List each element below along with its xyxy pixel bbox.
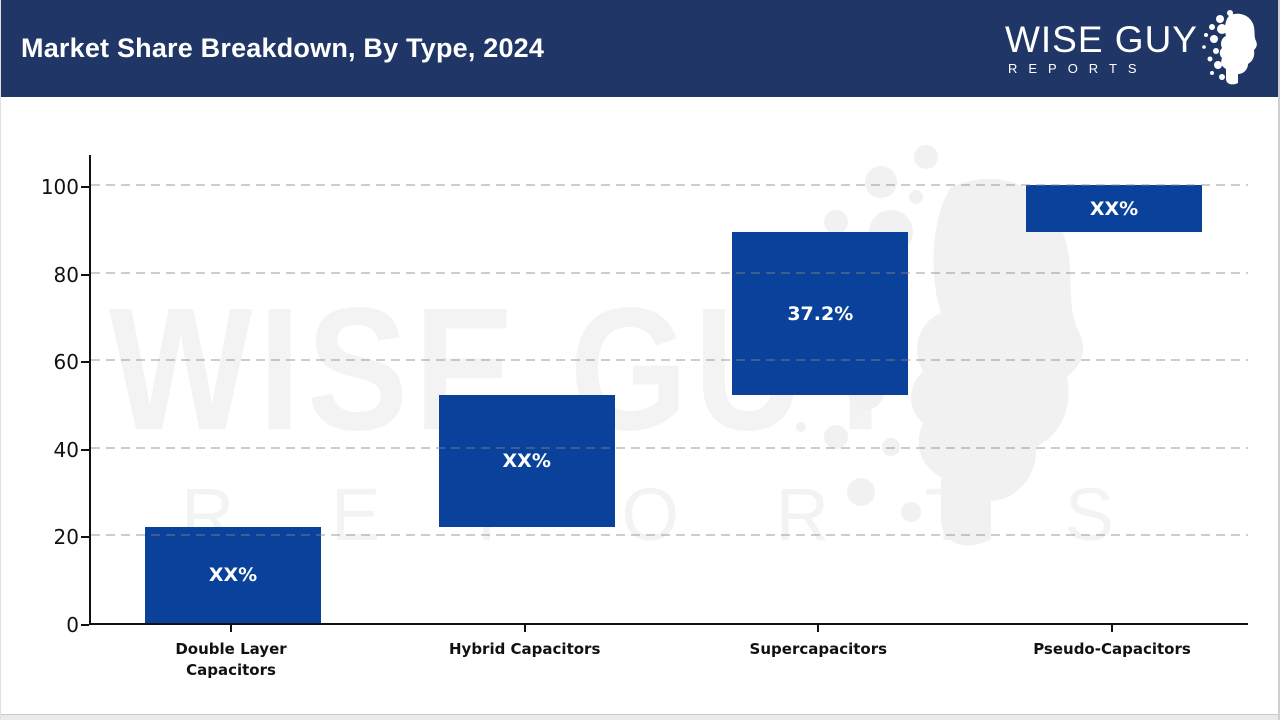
plot-area: XX% XX% 37.2% XX%: [89, 155, 1248, 625]
y-tick-label: 0: [66, 613, 79, 637]
y-tick-label: 80: [53, 262, 79, 287]
y-tick-label: 20: [53, 525, 79, 550]
y-tick-label: 100: [40, 175, 79, 199]
y-tick-mark: [81, 273, 89, 276]
gridline-20: [91, 534, 1248, 537]
page-title: Market Share Breakdown, By Type, 2024: [21, 33, 545, 63]
gridline-40: [91, 446, 1248, 449]
y-tick-mark: [81, 448, 89, 451]
bar-value-label: XX%: [208, 563, 258, 586]
bar-pseudo-capacitors: XX%: [1026, 185, 1202, 233]
brand-logo: WISE GUY REPORTS: [1005, 7, 1260, 91]
x-category-label: Hybrid Capacitors: [448, 640, 601, 658]
brand-logo-text: WISE GUY REPORTS: [1005, 21, 1198, 76]
bar-value-label: XX%: [1089, 197, 1139, 220]
bar-hybrid-capacitors: XX%: [438, 395, 615, 527]
x-category-label: Supercapacitors: [749, 640, 888, 658]
y-tick-label: 40: [53, 437, 79, 462]
x-category-label: Pseudo-Capacitors: [1033, 640, 1191, 658]
gridline-80: [91, 271, 1248, 274]
bar-value-label: XX%: [502, 449, 551, 472]
header: Market Share Breakdown, By Type, 2024 WI…: [1, 0, 1278, 97]
x-category-label: Double Layer Capacitors: [175, 640, 287, 679]
y-tick-mark: [81, 624, 89, 626]
head-silhouette-icon: [1202, 9, 1257, 84]
y-tick-mark: [81, 536, 89, 539]
x-tick-mark: [817, 625, 820, 632]
gridline-100: [91, 184, 1248, 186]
x-tick-mark: [1111, 625, 1113, 632]
x-tick-mark: [230, 625, 232, 632]
bar-value-label: 37.2%: [787, 302, 854, 325]
x-tick-mark: [523, 625, 526, 632]
brand-subname: REPORTS: [1007, 61, 1148, 76]
y-tick-mark: [81, 186, 89, 188]
bottom-border: [1, 714, 1278, 720]
bar-supercapacitors: 37.2%: [732, 232, 909, 396]
y-tick-label: 60: [53, 350, 79, 375]
y-tick-mark: [81, 361, 89, 364]
bar-double-layer-capacitors: XX%: [145, 526, 321, 623]
brand-name: WISE GUY: [1004, 19, 1198, 60]
gridline-60: [91, 359, 1248, 362]
